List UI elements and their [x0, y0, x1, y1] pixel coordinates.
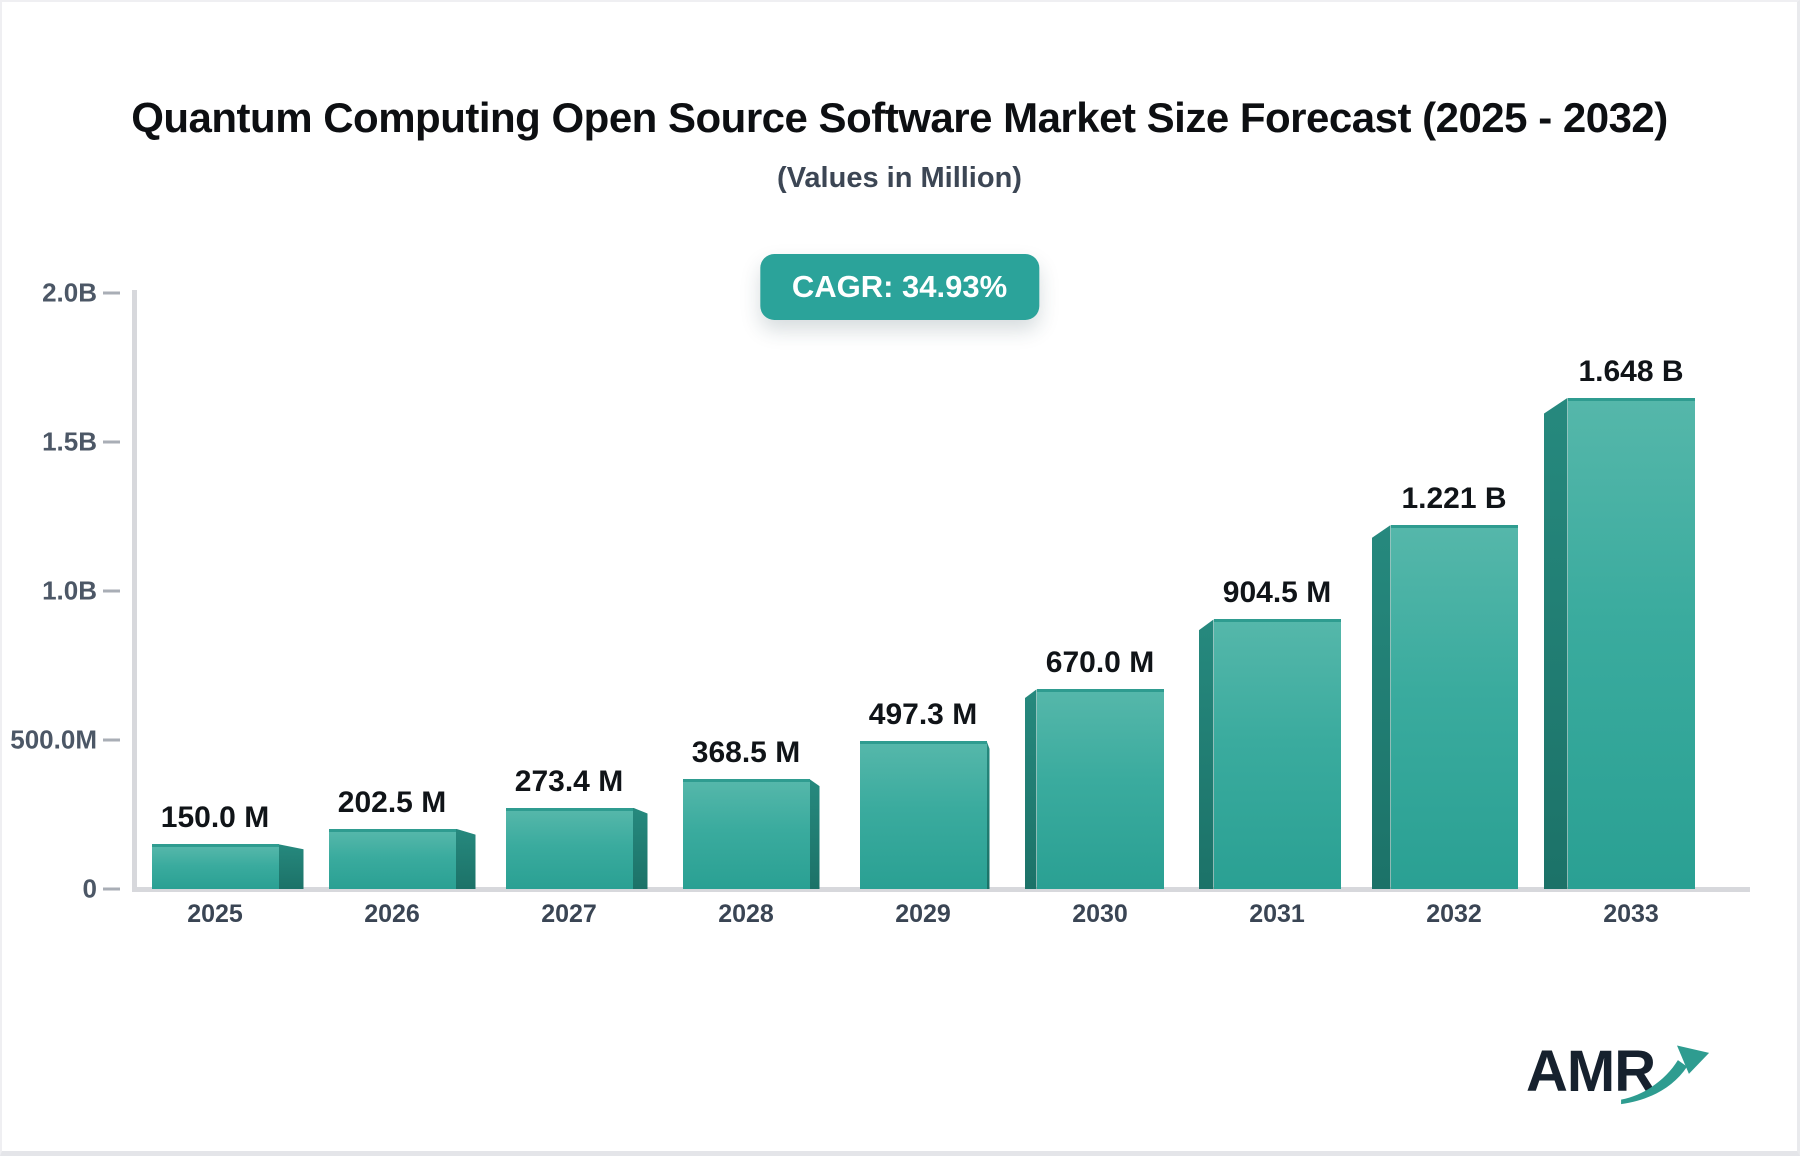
- y-axis-line: [132, 290, 137, 890]
- y-axis-tick-label: 2.0B: [42, 277, 97, 308]
- bar-2030: [1036, 689, 1164, 889]
- bar-value-label: 497.3 M: [868, 697, 978, 731]
- bar-2033: [1567, 397, 1695, 889]
- bar-2027: [505, 807, 633, 889]
- bar-2032: [1390, 525, 1518, 889]
- y-axis-tick-label: 1.5B: [42, 426, 97, 457]
- bar-side-face: [455, 828, 476, 889]
- bar-value-label: 368.5 M: [691, 736, 801, 770]
- bar-side-face: [1198, 619, 1214, 889]
- bar-value-label: 904.5 M: [1222, 576, 1332, 610]
- bar-value-label: 202.5 M: [337, 785, 447, 819]
- bar-side-face: [1024, 689, 1037, 889]
- y-axis-tick-label: 500.0M: [10, 724, 97, 755]
- bar-2031: [1213, 619, 1341, 889]
- bar-side-face: [1371, 525, 1391, 889]
- bar-side-face: [986, 740, 990, 889]
- bar-side-face: [632, 807, 648, 889]
- x-axis-category-label: 2028: [718, 900, 774, 928]
- x-axis-category-label: 2031: [1249, 900, 1305, 928]
- bar-2026: [328, 828, 456, 889]
- x-axis-category-label: 2027: [541, 900, 597, 928]
- chart-title: Quantum Computing Open Source Software M…: [131, 94, 1668, 141]
- y-axis-tick-label: 0: [82, 873, 97, 904]
- x-axis-category-label: 2033: [1603, 900, 1659, 928]
- bar-2025: [151, 844, 279, 889]
- y-axis-tick-mark: [103, 887, 120, 891]
- x-axis-category-label: 2032: [1426, 900, 1482, 928]
- bar-2029: [859, 740, 987, 889]
- bar-value-label: 273.4 M: [514, 764, 624, 798]
- x-axis-category-label: 2026: [364, 900, 420, 928]
- y-axis-tick-mark: [103, 291, 120, 295]
- amr-logo: AMR: [1526, 1034, 1710, 1110]
- y-axis-tick-mark: [103, 589, 120, 593]
- cagr-badge: CAGR: 34.93%: [759, 254, 1040, 320]
- bar-value-label: 670.0 M: [1045, 646, 1155, 680]
- x-axis-category-label: 2025: [187, 900, 243, 928]
- y-axis-tick-mark: [103, 738, 120, 742]
- bar-side-face: [278, 844, 304, 889]
- y-axis-tick-label: 1.0B: [42, 575, 97, 606]
- y-axis-tick-mark: [103, 440, 120, 444]
- bar-value-label: 150.0 M: [160, 801, 270, 835]
- bar-value-label: 1.648 B: [1578, 354, 1684, 388]
- bar-2028: [682, 779, 810, 889]
- bar-side-face: [1543, 397, 1568, 889]
- x-axis-category-label: 2030: [1072, 900, 1128, 928]
- chart-subtitle: (Values in Million): [777, 162, 1022, 194]
- amr-logo-text: AMR: [1526, 1039, 1656, 1104]
- cagr-badge-label: CAGR: 34.93%: [791, 269, 1008, 304]
- growth-arrow-icon: [1621, 1045, 1710, 1105]
- bar-side-face: [809, 779, 820, 889]
- x-axis-category-label: 2029: [895, 900, 951, 928]
- bar-value-label: 1.221 B: [1401, 482, 1507, 516]
- x-axis-baseline: [132, 887, 1750, 892]
